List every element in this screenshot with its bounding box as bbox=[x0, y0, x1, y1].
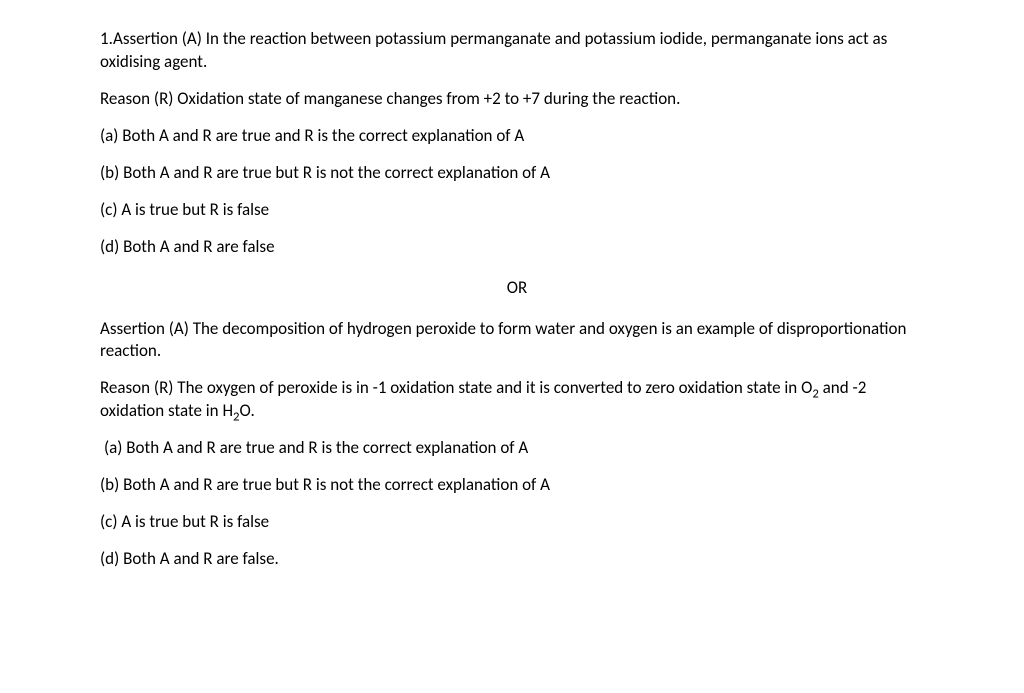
q1-option-c: (c) A is true but R is false bbox=[100, 199, 934, 222]
q2-option-b: (b) Both A and R are true but R is not t… bbox=[100, 474, 934, 497]
q2-reason-post: O. bbox=[240, 400, 255, 421]
q2-option-c: (c) A is true but R is false bbox=[100, 511, 934, 534]
q1-assertion-text: Assertion (A) In the reaction between po… bbox=[100, 28, 887, 72]
q1-options: (a) Both A and R are true and R is the c… bbox=[100, 125, 934, 259]
q1-assertion: 1.Assertion (A) In the reaction between … bbox=[100, 28, 934, 74]
q1-option-b: (b) Both A and R are true but R is not t… bbox=[100, 162, 934, 185]
q1-option-a: (a) Both A and R are true and R is the c… bbox=[100, 125, 934, 148]
q2-option-a: (a) Both A and R are true and R is the c… bbox=[100, 437, 934, 460]
q1-reason: Reason (R) Oxidation state of manganese … bbox=[100, 88, 934, 111]
or-separator: OR bbox=[100, 277, 934, 300]
q1-option-d: (d) Both A and R are false bbox=[100, 236, 934, 259]
q1-number: 1. bbox=[100, 28, 113, 49]
q2-options: (a) Both A and R are true and R is the c… bbox=[100, 437, 934, 571]
q2-reason-pre: Reason (R) The oxygen of peroxide is in … bbox=[100, 377, 812, 398]
q2-assertion: Assertion (A) The decomposition of hydro… bbox=[100, 318, 934, 364]
q2-reason: Reason (R) The oxygen of peroxide is in … bbox=[100, 377, 934, 423]
q2-option-d: (d) Both A and R are false. bbox=[100, 548, 934, 571]
question-document: 1.Assertion (A) In the reaction between … bbox=[0, 0, 1024, 613]
